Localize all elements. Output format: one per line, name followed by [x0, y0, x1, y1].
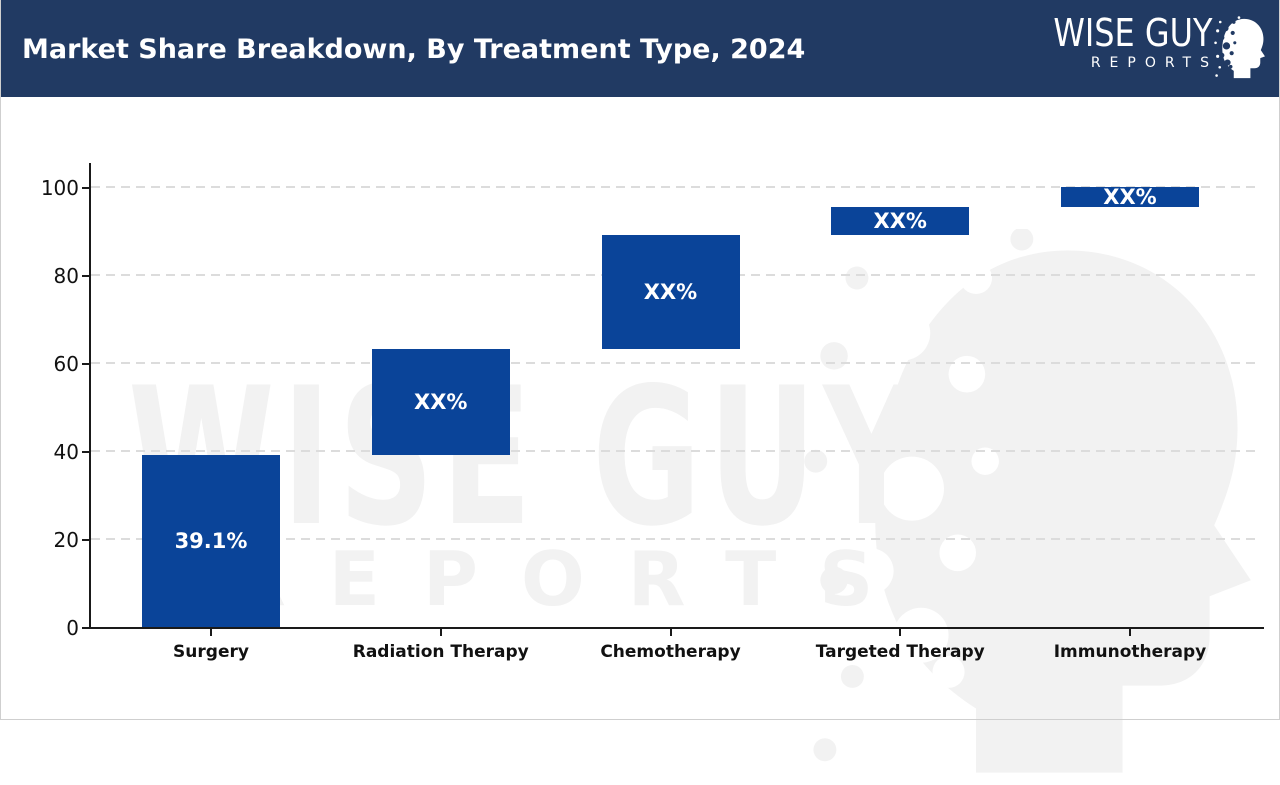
- bar-value-label-radiation-therapy: XX%: [414, 390, 468, 415]
- brand-subname: REPORTS: [1090, 55, 1218, 71]
- gridline-40: [91, 450, 1257, 452]
- y-tick-60: [82, 363, 89, 365]
- brand-logo: WISE GUY REPORTS: [1034, 8, 1264, 90]
- report-chart-page: { "header": { "title": "Market Share Bre…: [0, 0, 1280, 720]
- y-tick-label-100: 100: [40, 176, 79, 200]
- y-tick-label-40: 40: [53, 440, 79, 464]
- watermark-text-2: REPORTS: [228, 535, 917, 623]
- y-tick-label-60: 60: [53, 352, 79, 376]
- y-tick-label-0: 0: [66, 616, 79, 640]
- x-tick-targeted-therapy: [899, 629, 902, 636]
- y-tick-40: [82, 451, 89, 453]
- bar-immunotherapy: [1061, 187, 1199, 207]
- x-tick-chemotherapy: [669, 629, 672, 636]
- watermark-head-icon: [802, 229, 1260, 785]
- bar-targeted-therapy: [831, 206, 970, 235]
- y-tick-100: [82, 187, 89, 189]
- x-category-label-targeted-therapy: Targeted Therapy: [815, 642, 985, 662]
- y-tick-0: [82, 627, 89, 629]
- bar-value-label-chemotherapy: XX%: [643, 280, 698, 305]
- gridline-100: [91, 186, 1257, 188]
- brand-logo-text: WISE GUY REPORTS: [1023, 14, 1212, 71]
- brand-name: WISE GUY: [1052, 11, 1212, 55]
- x-category-label-surgery: Surgery: [173, 642, 249, 662]
- x-tick-surgery: [210, 629, 212, 636]
- page-title: Market Share Breakdown, By Treatment Typ…: [22, 34, 806, 65]
- x-tick-radiation-therapy: [439, 629, 442, 636]
- y-tick-80: [82, 275, 89, 277]
- x-category-label-immunotherapy: Immunotherapy: [1053, 642, 1207, 662]
- x-category-label-radiation-therapy: Radiation Therapy: [352, 642, 529, 662]
- y-tick-label-20: 20: [53, 528, 79, 552]
- x-axis-line: [89, 627, 1264, 629]
- bar-radiation-therapy: [371, 349, 510, 455]
- bar-chemotherapy: [601, 234, 740, 350]
- bar-value-label-targeted-therapy: XX%: [873, 208, 927, 233]
- y-tick-20: [82, 539, 89, 541]
- bar-value-label-immunotherapy: XX%: [1103, 184, 1157, 209]
- header-bar: Market Share Breakdown, By Treatment Typ…: [0, 0, 1280, 97]
- y-axis-line: [89, 163, 91, 629]
- chart-plot-area: WISE GUY REPORTS 0 20 40 60 80 100 39.1% Surger…: [0, 97, 1280, 720]
- y-tick-label-80: 80: [53, 264, 79, 288]
- dotted-head-icon: [1214, 9, 1266, 87]
- x-tick-immunotherapy: [1129, 629, 1131, 636]
- gridline-60: [91, 362, 1257, 364]
- bar-value-label-surgery: 39.1%: [174, 528, 248, 553]
- gridline-20: [91, 538, 1257, 540]
- bar-surgery: [142, 454, 280, 627]
- x-category-label-chemotherapy: Chemotherapy: [600, 642, 741, 662]
